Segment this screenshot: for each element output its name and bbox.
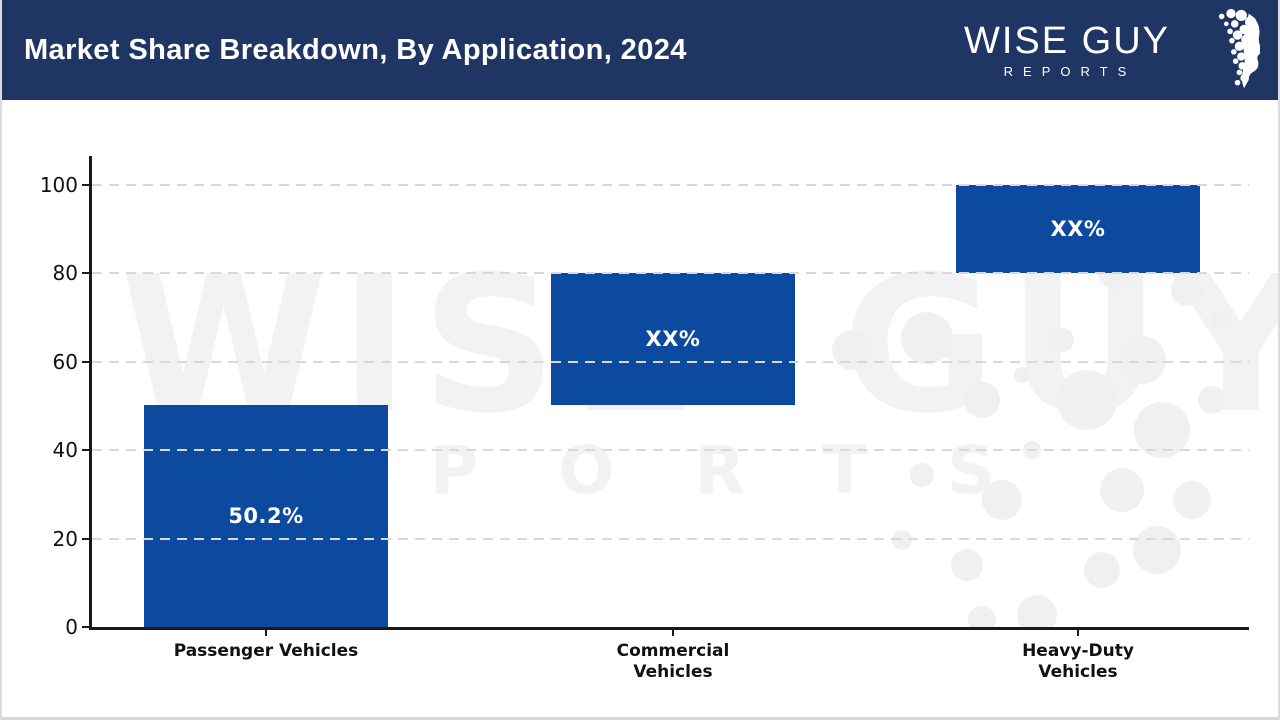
x-category-label-1: Passenger Vehicles <box>106 641 426 662</box>
y-tick-label-20: 20 <box>52 526 78 551</box>
gridline-y-40 <box>92 449 1249 452</box>
bar-heavy-duty-vehicles: XX% <box>956 185 1200 274</box>
chart-title: Market Share Breakdown, By Application, … <box>24 33 687 66</box>
y-tick-label-0: 0 <box>65 615 78 639</box>
y-tick-label-40: 40 <box>52 438 78 463</box>
bar-value-label: XX% <box>1050 217 1106 242</box>
x-tick-2 <box>672 629 674 636</box>
chart-area: WISE GUY REPORTS 0 20 40 60 80 100 50.2% XX% XX%… <box>2 100 1278 717</box>
bar-value-label: 50.2% <box>228 504 304 529</box>
logo-wordmark: WISE GUY REPORTS <box>964 22 1170 79</box>
x-category-label-line: Vehicles <box>1038 662 1118 682</box>
y-tick-40 <box>82 449 90 452</box>
logo-wordmark-line2: REPORTS <box>1003 63 1137 79</box>
x-category-label-3: Heavy-Duty Vehicles <box>918 641 1238 683</box>
gridline-y-100 <box>92 184 1249 186</box>
y-tick-60 <box>82 360 90 363</box>
wise-guy-reports-logo: WISE GUY REPORTS <box>964 8 1260 92</box>
x-category-label-line: Vehicles <box>633 662 713 682</box>
y-tick-0 <box>82 626 90 628</box>
header-bar: Market Share Breakdown, By Application, … <box>2 0 1278 100</box>
y-tick-label-100: 100 <box>39 173 78 197</box>
gridline-y-20 <box>92 537 1249 540</box>
x-tick-1 <box>265 629 267 636</box>
bar-value-label: XX% <box>645 327 701 352</box>
x-category-label-line: Passenger Vehicles <box>173 641 359 661</box>
y-tick-20 <box>82 537 90 540</box>
bar-passenger-vehicles: 50.2% <box>144 405 388 627</box>
y-tick-label-60: 60 <box>52 349 78 374</box>
y-tick-80 <box>82 272 90 275</box>
gridline-y-80 <box>92 272 1249 275</box>
x-axis <box>89 627 1249 630</box>
logo-wordmark-line1: WISE GUY <box>963 19 1170 62</box>
x-tick-3 <box>1077 629 1079 636</box>
logo-head-icon <box>1218 8 1260 89</box>
x-category-label-2: Commercial Vehicles <box>513 641 833 683</box>
x-category-label-line: Commercial <box>616 641 730 661</box>
x-category-label-line: Heavy-Duty <box>1022 641 1134 661</box>
y-axis <box>89 156 92 630</box>
y-tick-label-80: 80 <box>52 261 78 286</box>
bar-commercial-vehicles: XX% <box>551 273 795 406</box>
gridline-y-60 <box>92 360 1249 363</box>
y-tick-100 <box>82 184 90 186</box>
